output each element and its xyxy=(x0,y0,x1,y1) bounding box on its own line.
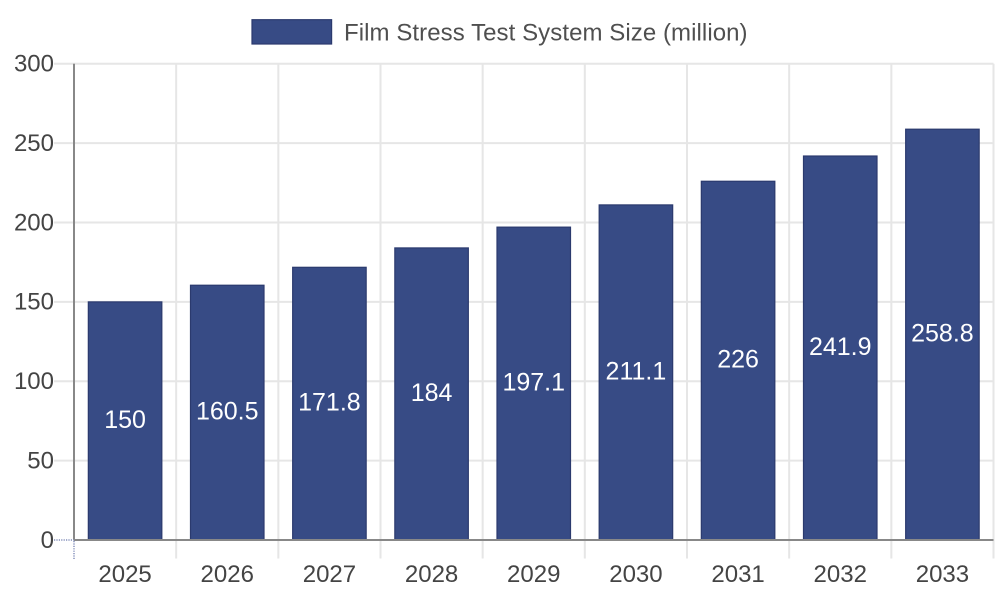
svg-text:184: 184 xyxy=(411,379,453,407)
svg-text:200: 200 xyxy=(14,209,54,236)
svg-text:Film Stress Test System Size (: Film Stress Test System Size (million) xyxy=(344,19,748,46)
svg-text:258.8: 258.8 xyxy=(911,320,974,348)
svg-text:171.8: 171.8 xyxy=(298,389,361,417)
svg-text:150: 150 xyxy=(104,406,146,434)
svg-text:2030: 2030 xyxy=(609,561,662,588)
svg-text:300: 300 xyxy=(14,51,54,78)
svg-text:50: 50 xyxy=(27,447,54,474)
svg-text:2026: 2026 xyxy=(201,561,254,588)
svg-text:0: 0 xyxy=(41,527,54,554)
svg-text:2031: 2031 xyxy=(711,561,764,588)
svg-text:2033: 2033 xyxy=(916,561,969,588)
svg-text:2027: 2027 xyxy=(303,561,356,588)
svg-text:150: 150 xyxy=(14,289,54,316)
svg-text:100: 100 xyxy=(14,368,54,395)
svg-text:160.5: 160.5 xyxy=(196,398,259,426)
svg-text:2029: 2029 xyxy=(507,561,560,588)
svg-text:250: 250 xyxy=(14,130,54,157)
svg-text:2032: 2032 xyxy=(814,561,867,588)
svg-text:211.1: 211.1 xyxy=(606,357,667,385)
svg-text:241.9: 241.9 xyxy=(809,333,872,361)
svg-text:226: 226 xyxy=(717,346,759,374)
svg-text:2025: 2025 xyxy=(98,561,151,588)
svg-text:197.1: 197.1 xyxy=(502,369,565,397)
svg-text:2028: 2028 xyxy=(405,561,458,588)
